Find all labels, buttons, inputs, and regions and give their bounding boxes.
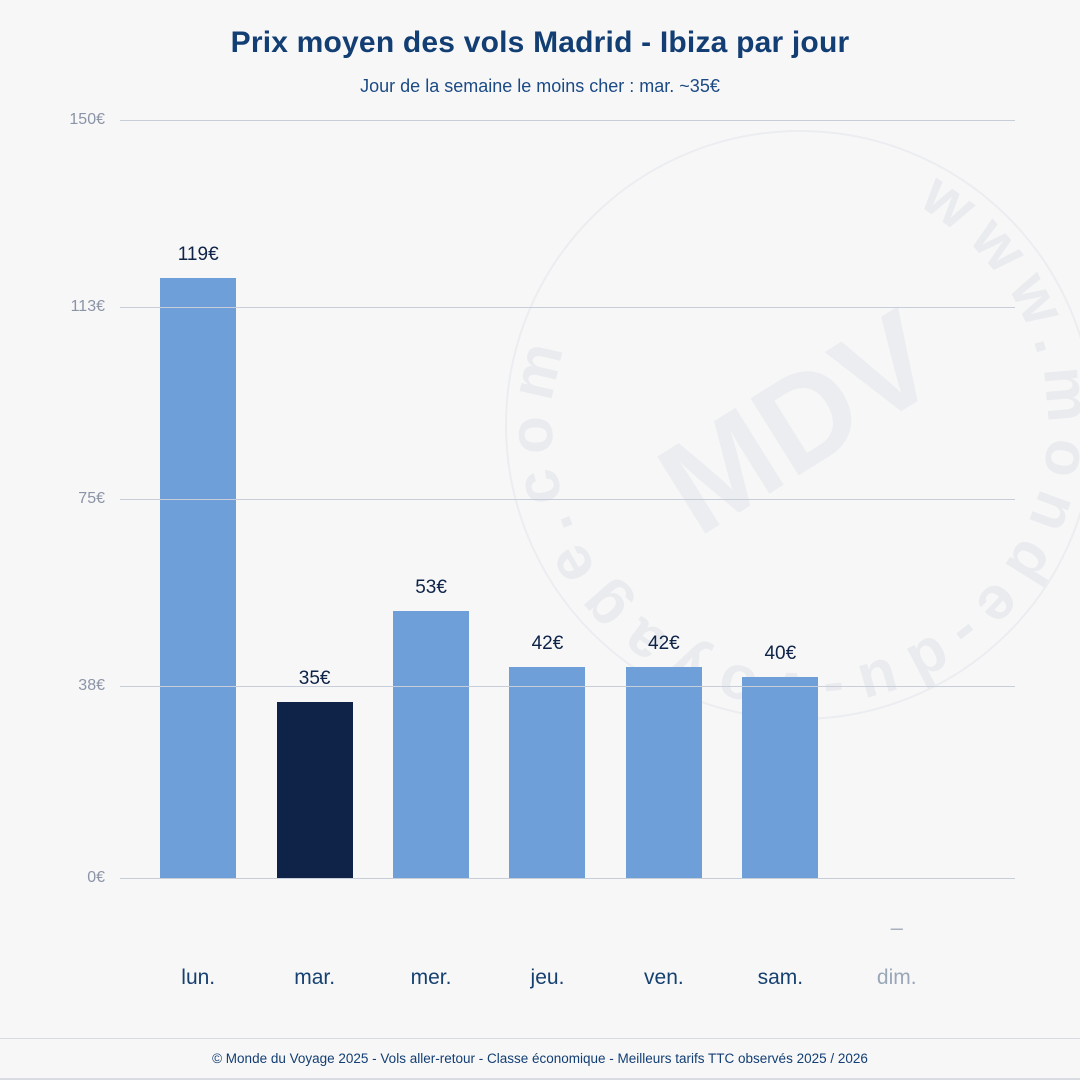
x-tick-label: mar. [294,966,336,989]
missing-data-marker [373,918,489,942]
y-tick-label: 150€ [69,111,105,128]
gridline-38€: 38€ [78,677,1015,694]
bars: 119€ 35€ 53€ 42€ 42€ 40€ [140,121,955,879]
y-tick-label: 75€ [78,490,105,507]
bar-ven. [625,666,702,879]
gridline-75€: 75€ [78,490,1015,507]
bar-slot-jeu.: 42€ [489,121,605,879]
y-tick-label: 0€ [87,869,105,886]
bar-slot-lun.: 119€ [140,121,256,879]
missing-data-marker [140,918,256,942]
x-tick-label: ven. [644,966,684,989]
x-label-cell-dim.: – dim. [839,915,955,990]
missing-data-marker [256,918,372,942]
bar-jeu. [509,666,586,879]
footer: © Monde du Voyage 2025 - Vols aller-reto… [0,1038,1080,1080]
bar-slot-dim. [839,121,955,879]
bar-value-label: 42€ [531,632,564,654]
bar-value-label: 119€ [177,243,219,265]
bar-value-label: 42€ [648,632,680,654]
bar-slot-ven.: 42€ [606,121,722,879]
gridline-150€: 150€ [69,111,1015,128]
x-tick-label: mer. [410,966,452,989]
x-label-cell-mer.: mer. [373,918,489,990]
y-tick-label: 113€ [70,297,105,315]
x-label-cell-sam.: sam. [722,918,838,990]
x-label-cell-jeu.: jeu. [489,918,605,990]
bar-lun. [160,277,237,879]
x-label-cell-ven.: ven. [606,918,722,990]
bar-value-label: 35€ [298,668,331,690]
footer-text: © Monde du Voyage 2025 - Vols aller-reto… [212,1051,868,1066]
x-tick-label: lun. [181,966,216,989]
missing-data-marker [606,918,722,942]
bar-value-label: 40€ [764,642,797,664]
bar-mar. [276,702,353,879]
gridline-113€: 113€ [71,298,1015,315]
chart-title: Prix moyen des vols Madrid - Ibiza par j… [230,26,850,59]
bar-mer. [393,611,470,879]
bar-sam. [742,676,819,879]
gridline-0€: 0€ [87,869,1015,886]
x-label-cell-lun.: lun. [140,918,256,990]
x-tick-label: jeu. [530,966,565,989]
missing-data-marker: – [890,915,903,940]
chart-plot: 119€ 35€ 53€ 42€ 42€ 40€ 0€ 38€ 75€ 113€ 150€ [69,111,1015,886]
bar-slot-sam.: 40€ [722,121,838,879]
x-tick-label: dim. [876,966,917,989]
x-label-cell-mar.: mar. [256,918,372,990]
x-tick-label: sam. [757,966,804,989]
chart-subtitle: Jour de la semaine le moins cher : mar. … [360,76,720,96]
x-labels: lun. mar. mer. jeu. ven. sam. – dim. [140,915,955,990]
missing-data-marker [722,918,838,942]
bar-value-label: 53€ [415,577,447,599]
bar-slot-mer.: 53€ [373,121,489,879]
y-tick-label: 38€ [78,676,105,694]
bar-slot-mar.: 35€ [256,121,372,879]
missing-data-marker [489,918,605,942]
